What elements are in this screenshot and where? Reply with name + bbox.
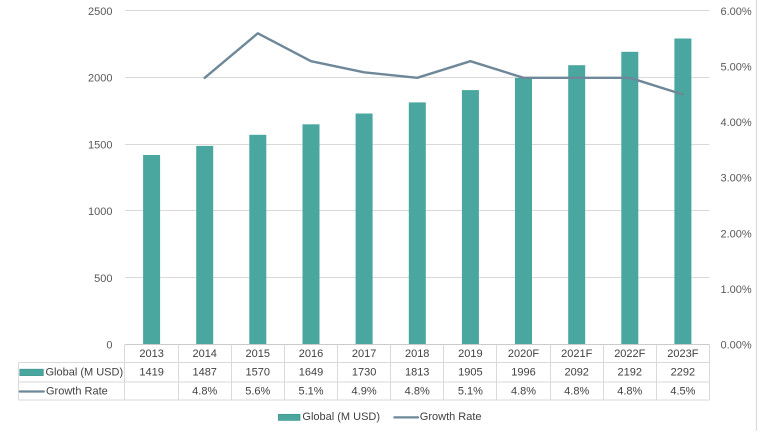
svg-text:500: 500 xyxy=(94,273,112,285)
svg-text:2013: 2013 xyxy=(139,348,163,360)
svg-text:Growth Rate: Growth Rate xyxy=(46,386,108,398)
svg-text:5.1%: 5.1% xyxy=(298,386,323,398)
svg-text:2015: 2015 xyxy=(246,348,270,360)
svg-text:2192: 2192 xyxy=(618,366,642,378)
svg-text:2018: 2018 xyxy=(405,348,429,360)
svg-text:1730: 1730 xyxy=(352,366,376,378)
svg-text:2092: 2092 xyxy=(564,366,588,378)
svg-text:6.00%: 6.00% xyxy=(721,6,752,18)
svg-text:Global (M USD): Global (M USD) xyxy=(46,366,124,378)
svg-text:4.00%: 4.00% xyxy=(721,117,752,129)
svg-text:1500: 1500 xyxy=(88,139,112,151)
svg-text:2292: 2292 xyxy=(671,366,695,378)
svg-text:Growth Rate: Growth Rate xyxy=(420,411,482,423)
svg-text:5.1%: 5.1% xyxy=(458,386,483,398)
svg-text:2016: 2016 xyxy=(299,348,323,360)
svg-text:2500: 2500 xyxy=(88,6,112,18)
svg-text:2014: 2014 xyxy=(192,348,216,360)
svg-text:4.8%: 4.8% xyxy=(617,386,642,398)
svg-text:2023F: 2023F xyxy=(667,348,698,360)
svg-text:4.9%: 4.9% xyxy=(352,386,377,398)
svg-text:1570: 1570 xyxy=(246,366,270,378)
svg-text:0.00%: 0.00% xyxy=(721,340,752,352)
svg-text:0: 0 xyxy=(106,340,112,352)
svg-text:4.5%: 4.5% xyxy=(670,386,695,398)
svg-text:5.6%: 5.6% xyxy=(245,386,270,398)
svg-text:2019: 2019 xyxy=(458,348,482,360)
svg-text:1000: 1000 xyxy=(88,206,112,218)
svg-text:2.00%: 2.00% xyxy=(721,228,752,240)
svg-text:2021F: 2021F xyxy=(561,348,592,360)
svg-text:2017: 2017 xyxy=(352,348,376,360)
svg-text:5.00%: 5.00% xyxy=(721,62,752,74)
svg-text:2020F: 2020F xyxy=(508,348,539,360)
svg-text:1813: 1813 xyxy=(405,366,429,378)
svg-text:4.8%: 4.8% xyxy=(564,386,589,398)
svg-text:1649: 1649 xyxy=(299,366,323,378)
svg-text:1419: 1419 xyxy=(139,366,163,378)
svg-text:4.8%: 4.8% xyxy=(405,386,430,398)
svg-text:2022F: 2022F xyxy=(614,348,645,360)
svg-text:Global (M USD): Global (M USD) xyxy=(302,411,380,423)
svg-text:3.00%: 3.00% xyxy=(721,173,752,185)
svg-text:1487: 1487 xyxy=(192,366,216,378)
svg-text:1905: 1905 xyxy=(458,366,482,378)
svg-text:1.00%: 1.00% xyxy=(721,284,752,296)
svg-text:1996: 1996 xyxy=(511,366,535,378)
svg-text:2000: 2000 xyxy=(88,73,112,85)
svg-text:4.8%: 4.8% xyxy=(511,386,536,398)
svg-text:4.8%: 4.8% xyxy=(192,386,217,398)
